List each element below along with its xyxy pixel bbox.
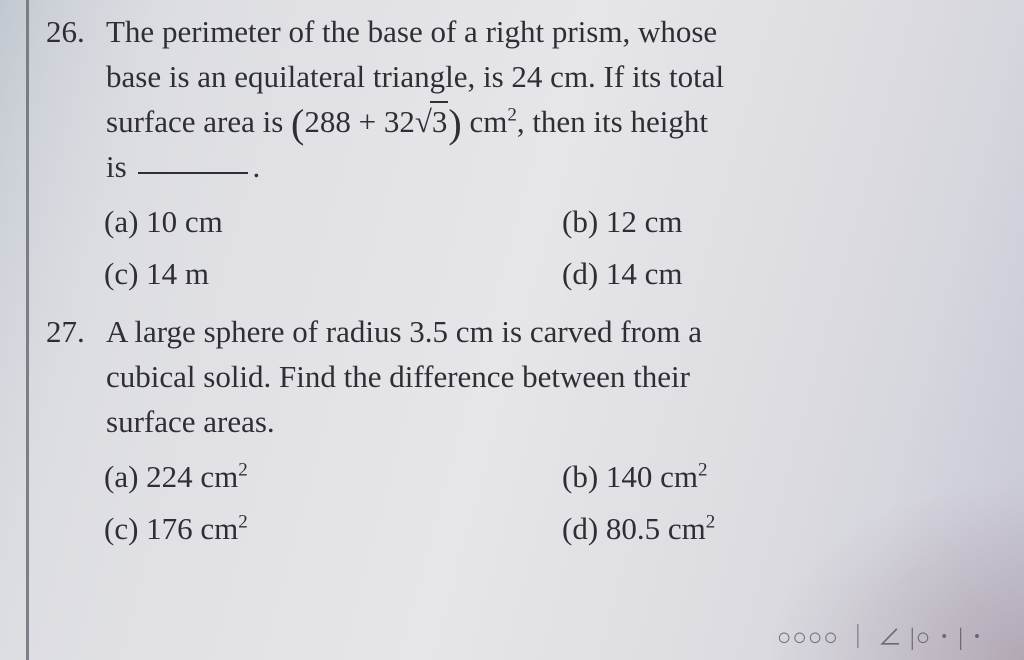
fill-blank [138, 172, 248, 174]
q26-line3-pre: surface area is [106, 104, 291, 139]
q27-option-a: (a) 224 cm2 [104, 459, 522, 495]
q27-options: (a) 224 cm2 (b) 140 cm2 (c) 176 cm2 (d) … [104, 459, 980, 547]
q26-line1: The perimeter of the base of a right pri… [106, 10, 980, 55]
q26-expression: (288 + 32√3) cm2 [291, 104, 517, 139]
handwriting-scribble: ○○○○ ｜ ∠ |○ ･ | ･ [777, 617, 984, 652]
q27-option-a-base: (a) 224 cm [104, 459, 238, 494]
paren-close: ) [448, 101, 461, 146]
q27-option-d: (d) 80.5 cm2 [562, 511, 980, 547]
question-26: 26. The perimeter of the base of a right… [44, 10, 980, 292]
q26-line4: is . [106, 145, 980, 190]
q26-option-b: (b) 12 cm [562, 204, 980, 240]
q27-option-d-base: (d) 80.5 cm [562, 511, 706, 546]
question-number: 26. [44, 10, 106, 55]
q27-option-b-base: (b) 140 cm [562, 459, 698, 494]
page: 26. The perimeter of the base of a right… [0, 0, 1024, 660]
q26-options: (a) 10 cm (b) 12 cm (c) 14 m (d) 14 cm [104, 204, 980, 292]
q26-option-a: (a) 10 cm [104, 204, 522, 240]
sqrt-arg: 3 [430, 100, 449, 145]
unit-exp: 2 [507, 105, 517, 126]
q27-line3: surface areas. [106, 400, 980, 445]
q27-option-c: (c) 176 cm2 [104, 511, 522, 547]
content-area: 26. The perimeter of the base of a right… [44, 10, 980, 559]
unit-exp: 2 [238, 459, 248, 480]
q26-line3: surface area is (288 + 32√3) cm2, then i… [106, 100, 980, 145]
q27-option-b: (b) 140 cm2 [562, 459, 980, 495]
paren-open: ( [291, 101, 304, 146]
q26-option-d: (d) 14 cm [562, 256, 980, 292]
margin-rule [26, 0, 29, 660]
question-27: 27. A large sphere of radius 3.5 cm is c… [44, 310, 980, 547]
q26-line2: base is an equilateral triangle, is 24 c… [106, 55, 980, 100]
q27-line2: cubical solid. Find the difference betwe… [106, 355, 980, 400]
q26-expr-a: 288 + 32 [304, 104, 414, 139]
unit-cm: cm [469, 104, 507, 139]
unit-exp: 2 [698, 459, 708, 480]
q26-line4-post: . [252, 149, 260, 184]
question-text: The perimeter of the base of a right pri… [106, 10, 980, 190]
unit-exp: 2 [238, 511, 248, 532]
q27-option-c-base: (c) 176 cm [104, 511, 238, 546]
q26-option-c: (c) 14 m [104, 256, 522, 292]
q26-line4-pre: is [106, 149, 134, 184]
question-text: A large sphere of radius 3.5 cm is carve… [106, 310, 980, 445]
q27-line1: A large sphere of radius 3.5 cm is carve… [106, 310, 980, 355]
q26-line3-post: , then its height [517, 104, 708, 139]
unit-exp: 2 [706, 511, 716, 532]
question-number: 27. [44, 310, 106, 355]
